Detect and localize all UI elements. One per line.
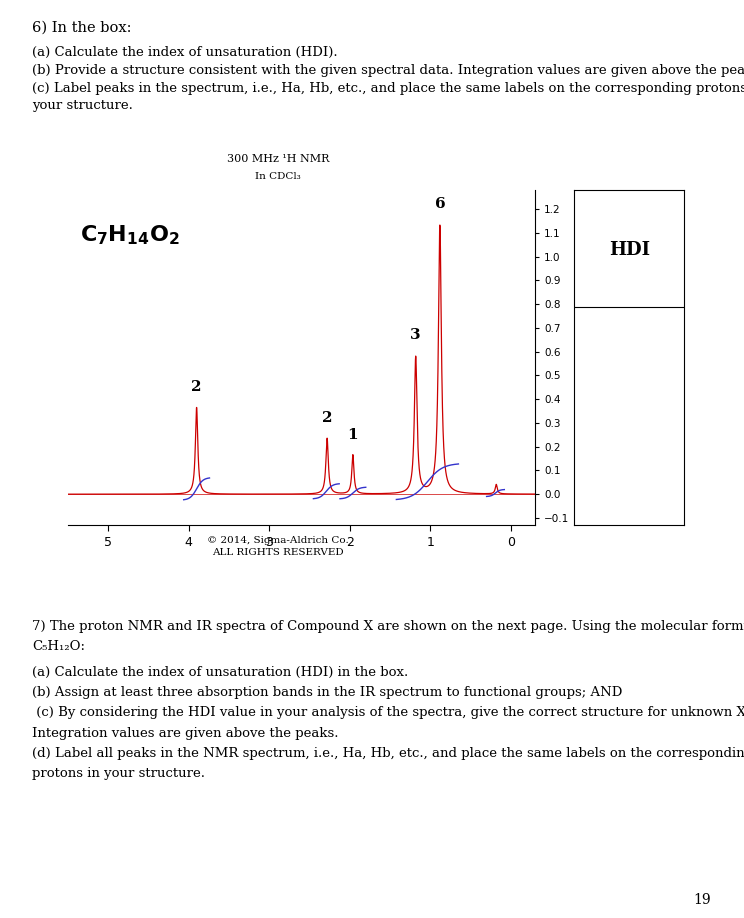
Text: 2: 2 [191, 380, 202, 395]
Text: your structure.: your structure. [32, 99, 133, 112]
Text: (b) Assign at least three absorption bands in the IR spectrum to functional grou: (b) Assign at least three absorption ban… [32, 687, 623, 700]
Text: $\mathbf{C_7H_{14}O_2}$: $\mathbf{C_7H_{14}O_2}$ [80, 223, 179, 247]
Text: (c) Label peaks in the spectrum, i.e., Ha, Hb, etc., and place the same labels o: (c) Label peaks in the spectrum, i.e., H… [32, 82, 744, 95]
Text: C₅H₁₂O:: C₅H₁₂O: [32, 640, 85, 653]
Text: HDI: HDI [609, 241, 650, 260]
Text: 300 MHz ¹H NMR: 300 MHz ¹H NMR [227, 154, 329, 164]
Text: (a) Calculate the index of unsaturation (HDI) in the box.: (a) Calculate the index of unsaturation … [32, 666, 408, 679]
Text: protons in your structure.: protons in your structure. [32, 767, 205, 780]
Text: © 2014, Sigma-Aldrich Co.
ALL RIGHTS RESERVED: © 2014, Sigma-Aldrich Co. ALL RIGHTS RES… [207, 536, 349, 557]
Text: (d) Label all peaks in the NMR spectrum, i.e., Ha, Hb, etc., and place the same : (d) Label all peaks in the NMR spectrum,… [32, 747, 744, 760]
Text: 19: 19 [693, 893, 711, 907]
Text: 2: 2 [322, 411, 333, 425]
Text: (a) Calculate the index of unsaturation (HDI).: (a) Calculate the index of unsaturation … [32, 46, 338, 59]
Text: 7) The proton NMR and IR spectra of Compound X are shown on the next page. Using: 7) The proton NMR and IR spectra of Comp… [32, 620, 744, 633]
Text: 6) In the box:: 6) In the box: [32, 20, 132, 34]
Text: (c) By considering the HDI value in your analysis of the spectra, give the corre: (c) By considering the HDI value in your… [32, 707, 744, 720]
Text: 6: 6 [434, 197, 445, 211]
Text: (b) Provide a structure consistent with the given spectral data. Integration val: (b) Provide a structure consistent with … [32, 64, 744, 77]
Text: 3: 3 [411, 328, 421, 342]
Text: Integration values are given above the peaks.: Integration values are given above the p… [32, 727, 339, 740]
Text: In CDCl₃: In CDCl₃ [255, 172, 301, 181]
Text: 1: 1 [347, 428, 358, 442]
